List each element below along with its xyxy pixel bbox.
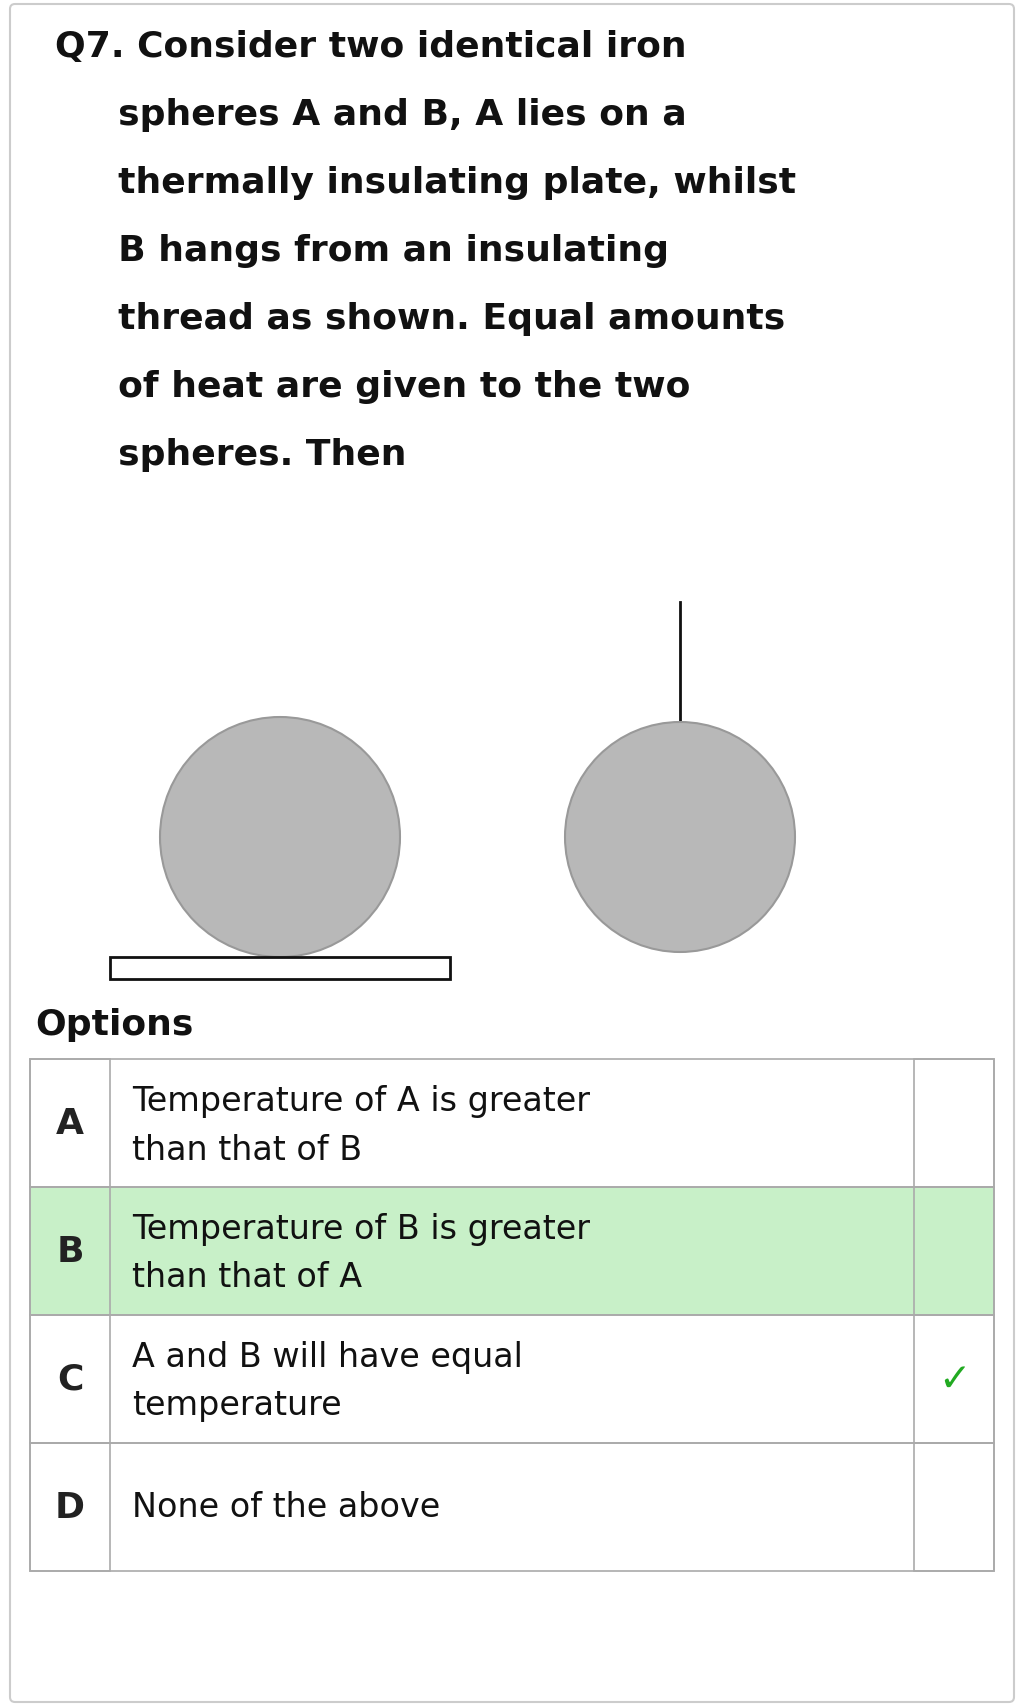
Text: Temperature of A is greater: Temperature of A is greater	[132, 1086, 590, 1118]
Bar	[30, 1442, 994, 1570]
Bar	[30, 1060, 994, 1188]
Text: Q7. Consider two identical iron: Q7. Consider two identical iron	[55, 31, 687, 63]
Bar	[30, 1314, 994, 1442]
Text: temperature: temperature	[132, 1389, 342, 1422]
Text: B: B	[56, 1234, 84, 1268]
Text: A: A	[56, 1106, 84, 1140]
Text: than that of A: than that of A	[132, 1261, 362, 1294]
Text: Options: Options	[35, 1007, 194, 1041]
Bar	[30, 1188, 110, 1314]
Text: Temperature of B is greater: Temperature of B is greater	[132, 1212, 590, 1246]
Text: D: D	[55, 1490, 85, 1524]
Text: thermally insulating plate, whilst: thermally insulating plate, whilst	[55, 166, 796, 200]
FancyBboxPatch shape	[10, 5, 1014, 1702]
Text: C: C	[56, 1362, 83, 1396]
Text: ✓: ✓	[938, 1360, 971, 1398]
Circle shape	[160, 717, 400, 958]
Bar	[914, 1188, 994, 1314]
Text: of heat are given to the two: of heat are given to the two	[55, 370, 690, 405]
Text: than that of B: than that of B	[132, 1133, 362, 1166]
Bar	[30, 1188, 994, 1314]
Text: spheres. Then: spheres. Then	[55, 437, 407, 471]
Text: thread as shown. Equal amounts: thread as shown. Equal amounts	[55, 302, 785, 336]
Bar	[110, 958, 450, 980]
Bar	[30, 1060, 110, 1188]
Bar	[30, 1188, 994, 1314]
Text: A and B will have equal: A and B will have equal	[132, 1340, 523, 1374]
Bar	[30, 1314, 994, 1442]
Bar	[30, 1442, 110, 1570]
Bar	[914, 1442, 994, 1570]
Circle shape	[565, 722, 795, 953]
Bar	[30, 1314, 110, 1442]
Text: None of the above: None of the above	[132, 1490, 440, 1524]
Text: B hangs from an insulating: B hangs from an insulating	[55, 234, 669, 268]
Bar	[30, 1442, 994, 1570]
Bar	[914, 1060, 994, 1188]
Bar	[30, 1060, 994, 1188]
Text: spheres A and B, A lies on a: spheres A and B, A lies on a	[55, 97, 687, 131]
Bar	[914, 1314, 994, 1442]
